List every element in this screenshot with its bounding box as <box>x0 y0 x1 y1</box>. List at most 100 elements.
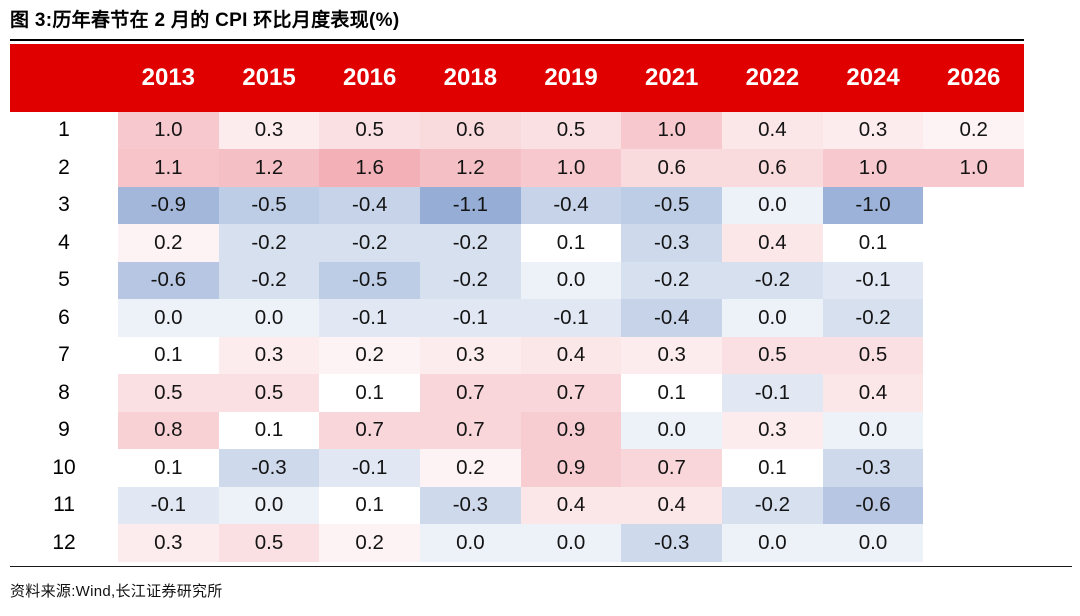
heatmap-cell: -0.1 <box>822 261 924 300</box>
heatmap-cell: 0.7 <box>621 449 723 487</box>
year-column-header: 2016 <box>342 63 397 91</box>
heatmap-cell: 0.2 <box>118 224 219 262</box>
heatmap-cell: 0.0 <box>722 524 823 562</box>
heatmap-cell: 0.7 <box>319 411 421 450</box>
heatmap-cell: 0.5 <box>218 374 320 412</box>
heatmap-cell: -0.1 <box>118 486 219 525</box>
heatmap-cell: 0.5 <box>822 336 924 375</box>
heatmap-cell: 0.4 <box>722 111 823 150</box>
heatmap-cell <box>923 336 1025 375</box>
heatmap-cell: 0.5 <box>722 336 823 375</box>
heatmap-cell: 0.1 <box>118 449 219 487</box>
heatmap-cell: -0.2 <box>218 224 320 262</box>
heatmap-cell: 1.0 <box>520 149 622 187</box>
heatmap-cell: -0.5 <box>218 186 320 225</box>
heatmap-cell <box>923 524 1025 562</box>
heatmap-cell: 0.0 <box>722 186 823 225</box>
heatmap-cell: 0.1 <box>822 224 924 262</box>
table-row: 8 0.5 0.5 0.1 0.7 0.7 0.1 -0.1 0.4 <box>10 374 1025 412</box>
heatmap-cell: 0.5 <box>118 374 219 412</box>
month-row-label: 3 <box>58 193 70 217</box>
table-row: 12 0.3 0.5 0.2 0.0 0.0 -0.3 0.0 0.0 <box>10 524 1025 562</box>
heatmap-cell: -0.1 <box>319 299 421 337</box>
heatmap-cell: 0.1 <box>218 411 320 450</box>
footer-divider <box>10 565 1072 567</box>
year-column-header: 2019 <box>544 63 598 91</box>
heatmap-cell <box>923 374 1025 412</box>
heatmap-cell: 0.4 <box>520 336 622 375</box>
month-row-label: 6 <box>58 305 70 329</box>
heatmap-cell: 0.8 <box>118 411 219 450</box>
table-row: 2 1.1 1.2 1.6 1.2 1.0 0.6 0.6 1.0 1.0 <box>10 149 1025 187</box>
month-row-label: 8 <box>58 380 70 404</box>
heatmap-cell: 0.0 <box>520 261 622 300</box>
heatmap-cell <box>923 224 1025 262</box>
heatmap-cell: -0.2 <box>722 261 823 300</box>
table-corner-cell <box>10 44 118 112</box>
heatmap-cell: 0.1 <box>520 224 622 262</box>
heatmap-cell: -1.0 <box>822 186 924 225</box>
heatmap-cell: -0.2 <box>319 224 421 262</box>
year-column-header: 2015 <box>242 63 296 91</box>
heatmap-cell: 0.4 <box>520 486 622 525</box>
heatmap-cell: 0.3 <box>621 336 723 375</box>
title-divider <box>10 38 1024 41</box>
heatmap-cell: -0.6 <box>822 486 924 525</box>
heatmap-cell: -0.1 <box>319 449 421 487</box>
heatmap-cell: -0.2 <box>218 261 320 300</box>
year-column-header: 2018 <box>443 63 498 91</box>
year-column-header: 2024 <box>846 63 900 91</box>
heatmap-cell <box>923 299 1025 337</box>
table-row: 9 0.8 0.1 0.7 0.7 0.9 0.0 0.3 0.0 <box>10 411 1025 450</box>
heatmap-cell: -0.2 <box>722 486 823 525</box>
heatmap-cell: -0.2 <box>420 261 521 300</box>
month-row-label: 1 <box>58 118 70 142</box>
heatmap-cell <box>923 261 1025 300</box>
month-row-label: 12 <box>52 530 76 554</box>
heatmap-cell: 1.0 <box>822 149 924 187</box>
month-row-label: 2 <box>58 155 70 179</box>
month-row-label: 9 <box>58 418 70 442</box>
heatmap-cell: -0.4 <box>520 186 622 225</box>
figure-page: 图 3:历年春节在 2 月的 CPI 环比月度表现(%) 2013 2015 201… <box>10 10 1072 600</box>
heatmap-cell: 1.0 <box>118 111 219 150</box>
heatmap-cell: 1.2 <box>420 149 521 187</box>
heatmap-cell: 0.6 <box>420 111 521 150</box>
table-row: 4 0.2 -0.2 -0.2 -0.2 0.1 -0.3 0.4 0.1 <box>10 224 1025 262</box>
heatmap-cell: -0.6 <box>118 261 219 300</box>
heatmap-cell: 0.2 <box>319 336 421 375</box>
heatmap-cell: 1.6 <box>319 149 421 187</box>
heatmap-cell: 0.4 <box>722 224 823 262</box>
heatmap-cell: 0.9 <box>520 411 622 450</box>
cpi-heatmap-table: 2013 2015 2016 2018 2019 2021 2022 2024 2026 1 1.0… <box>10 43 1025 562</box>
heatmap-cell: 0.0 <box>722 299 823 337</box>
heatmap-cell: 0.1 <box>319 374 421 412</box>
heatmap-cell: 0.2 <box>923 111 1025 150</box>
heatmap-cell: 0.1 <box>319 486 421 525</box>
table-row: 3 -0.9 -0.5 -0.4 -1.1 -0.4 -0.5 0.0 -1.0 <box>10 186 1025 225</box>
heatmap-cell: 0.6 <box>621 149 723 187</box>
year-column-header: 2022 <box>745 63 800 91</box>
heatmap-cell <box>923 449 1025 487</box>
heatmap-cell: -0.3 <box>822 449 924 487</box>
heatmap-cell: -0.1 <box>520 299 622 337</box>
heatmap-cell: -0.4 <box>621 299 723 337</box>
heatmap-cell: 0.3 <box>218 336 320 375</box>
heatmap-cell: 0.0 <box>822 524 924 562</box>
heatmap-cell: -0.2 <box>621 261 723 300</box>
year-column-header: 2013 <box>141 63 196 91</box>
heatmap-cell: 0.1 <box>722 449 823 487</box>
heatmap-cell: -1.1 <box>420 186 521 225</box>
month-row-label: 11 <box>53 493 75 517</box>
month-row-label: 10 <box>52 455 76 479</box>
data-source-note: 资料来源:Wind,长江证券研究所 <box>10 582 223 600</box>
month-row-label: 5 <box>58 268 70 292</box>
heatmap-cell: -0.3 <box>420 486 521 525</box>
heatmap-cell: -0.4 <box>319 186 421 225</box>
heatmap-cell: 0.1 <box>621 374 723 412</box>
heatmap-cell: -0.3 <box>621 224 723 262</box>
heatmap-cell: 0.0 <box>218 299 320 337</box>
heatmap-cell <box>923 486 1025 525</box>
month-row-label: 4 <box>58 230 70 254</box>
heatmap-cell: -0.9 <box>118 186 219 225</box>
